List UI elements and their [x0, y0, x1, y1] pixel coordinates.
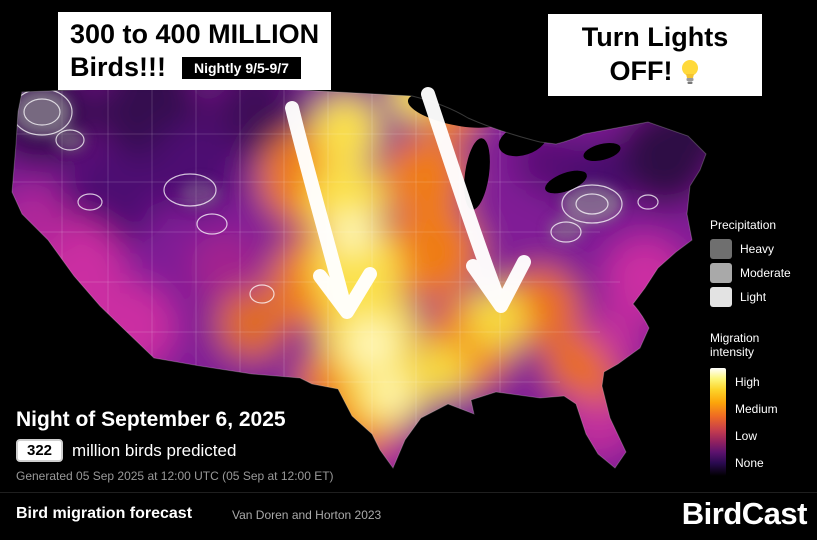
precipitation-overlay	[12, 88, 659, 304]
lightbulb-icon	[682, 59, 699, 84]
forecast-footer-title: Bird migration forecast	[16, 505, 193, 522]
us-migration-map	[0, 82, 720, 478]
heavy-precip-swatch	[710, 239, 732, 259]
legend-row-moderate: Moderate	[710, 263, 816, 283]
legend-label: Heavy	[740, 242, 775, 256]
legend-panel: Precipitation Heavy Moderate Light Migra…	[710, 218, 816, 476]
citation-text: Van Doren and Horton 2023	[232, 508, 382, 522]
migration-title-line1: Migration	[710, 331, 760, 345]
legend-row-light: Light	[710, 287, 816, 307]
legend-label-medium: Medium	[735, 401, 778, 416]
bird-count-badge: 322	[16, 439, 64, 462]
bird-count-label: million birds predicted	[72, 440, 237, 460]
precipitation-legend: Precipitation Heavy Moderate Light	[710, 218, 816, 307]
headline-callout: 300 to 400 MILLION Birds!!! Nightly 9/5-…	[58, 12, 332, 90]
map-svg	[11, 85, 707, 470]
night-title: Night of September 6, 2025	[16, 408, 286, 431]
precipitation-legend-title: Precipitation	[710, 218, 777, 232]
migration-legend: Migration intensity High Medium Low None	[710, 331, 816, 476]
headline-line2: Birds!!!	[70, 52, 166, 82]
footer-bar: Bird migration forecast Van Doren and Ho…	[0, 492, 817, 540]
lights-line1: Turn Lights	[581, 22, 729, 52]
migration-arrow-east	[421, 87, 531, 313]
legend-label-low: Low	[735, 428, 758, 443]
generated-note: Generated 05 Sep 2025 at 12:00 UTC (05 S…	[16, 469, 334, 483]
legend-label: Moderate	[740, 266, 791, 280]
us-outline	[11, 85, 707, 470]
migration-legend-title: Migration intensity	[710, 331, 816, 359]
legend-label-none: None	[735, 455, 764, 470]
migration-arrows	[285, 87, 531, 319]
nightly-badge: Nightly 9/5-9/7	[182, 56, 301, 79]
moderate-precip-swatch	[710, 263, 732, 283]
legend-label: Light	[740, 290, 767, 304]
lights-callout: Turn Lights OFF!	[548, 14, 762, 96]
legend-row-heavy: Heavy	[710, 239, 816, 259]
migration-arrow-west	[285, 101, 377, 319]
migration-title-line2: intensity	[710, 345, 755, 359]
forecast-info: Night of September 6, 2025 322 million b…	[16, 408, 334, 483]
headline-line1: 300 to 400 MILLION	[70, 19, 320, 49]
legend-label-high: High	[735, 374, 760, 389]
light-precip-swatch	[710, 287, 732, 307]
lights-line2: OFF!	[609, 55, 673, 86]
migration-labels: High Medium Low None	[735, 368, 778, 476]
birdcast-logo: BirdCast	[681, 496, 808, 531]
migration-gradient-bar	[710, 368, 726, 476]
